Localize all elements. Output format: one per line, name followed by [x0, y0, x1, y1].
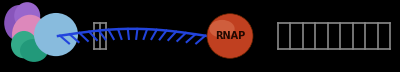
- Ellipse shape: [207, 14, 253, 58]
- Ellipse shape: [12, 15, 48, 54]
- Ellipse shape: [209, 20, 235, 38]
- Ellipse shape: [34, 13, 78, 56]
- Text: RNAP: RNAP: [215, 31, 245, 41]
- Ellipse shape: [20, 39, 48, 62]
- Ellipse shape: [11, 31, 37, 58]
- Ellipse shape: [4, 5, 34, 41]
- Ellipse shape: [14, 2, 40, 30]
